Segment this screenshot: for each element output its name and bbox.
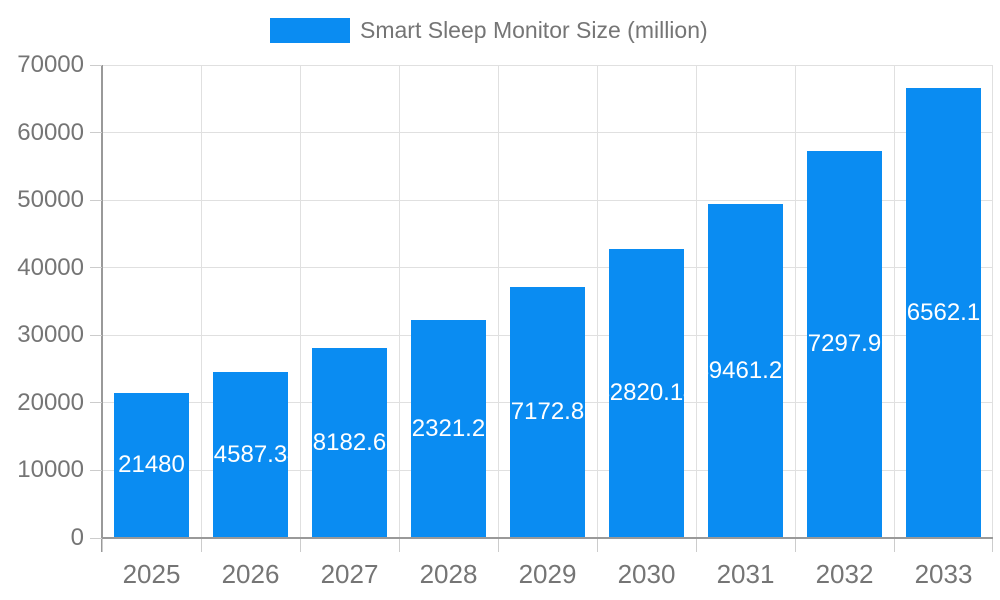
x-axis-tick-label: 2030 <box>617 559 676 589</box>
y-axis-tick <box>90 267 102 269</box>
x-axis-tick-label: 2033 <box>914 559 973 589</box>
bar-2033[interactable]: 66562.13 <box>906 88 981 538</box>
gridline-horizontal <box>102 132 993 134</box>
x-axis-tick <box>498 539 499 552</box>
x-axis-tick <box>399 539 400 552</box>
y-axis-tick-label: 10000 <box>17 456 84 484</box>
gridline-vertical <box>696 65 697 538</box>
y-axis-tick <box>90 402 102 404</box>
gridline-vertical <box>894 65 895 538</box>
bar-2032[interactable]: 57297.97 <box>807 150 882 538</box>
y-axis-tick-label: 70000 <box>17 51 84 78</box>
bar-2031[interactable]: 49461.27 <box>708 203 783 538</box>
gridline-vertical <box>201 65 202 538</box>
bar-value-label: 21480 <box>118 451 185 479</box>
y-axis-tick <box>90 537 102 539</box>
x-axis-line <box>102 537 993 539</box>
bar-2027[interactable]: 28182.69 <box>312 347 387 538</box>
gridline-vertical <box>399 65 400 538</box>
legend[interactable]: Smart Sleep Monitor Size (million) <box>270 17 708 43</box>
x-axis-tick <box>102 539 103 552</box>
bar-2028[interactable]: 32321.25 <box>411 319 486 538</box>
bar-value-label: 49461.27 <box>708 356 783 384</box>
bar-2029[interactable]: 37172.86 <box>510 286 585 538</box>
plot-area: 21480 24587.34 28182.69 32321.25 37172.86 428… <box>102 64 993 539</box>
bar-value-label: 66562.13 <box>906 299 981 327</box>
bar-value-label: 32321.25 <box>411 414 486 442</box>
y-axis-tick-label: 40000 <box>17 253 84 281</box>
gridline-vertical <box>795 65 796 538</box>
bar-2025[interactable]: 21480 <box>114 392 189 538</box>
x-axis-tick-label: 2032 <box>815 559 874 589</box>
y-axis-tick <box>90 132 102 134</box>
y-axis-tick <box>90 64 102 66</box>
gridline-horizontal <box>102 267 993 269</box>
gridline-vertical <box>498 65 499 538</box>
bar-value-label: 28182.69 <box>312 428 387 456</box>
y-axis-tick <box>90 334 102 336</box>
y-axis-tick <box>90 469 102 471</box>
bar-value-label: 42820.14 <box>609 379 684 407</box>
legend-label: Smart Sleep Monitor Size (million) <box>360 16 708 43</box>
x-axis-tick <box>894 539 895 552</box>
x-axis-tick-label: 2025 <box>122 559 181 589</box>
x-axis-tick <box>201 539 202 552</box>
x-axis-tick <box>597 539 598 552</box>
y-axis-line <box>101 65 103 552</box>
bar-2026[interactable]: 24587.34 <box>213 371 288 538</box>
gridline-horizontal <box>102 64 993 66</box>
gridline-vertical <box>300 65 301 538</box>
legend-swatch-icon <box>270 17 350 43</box>
gridline-horizontal <box>102 199 993 201</box>
bar-value-label: 57297.97 <box>807 330 882 358</box>
x-axis-tick-label: 2029 <box>518 559 577 589</box>
y-axis-tick-label: 30000 <box>17 321 84 349</box>
x-axis-tick-label: 2031 <box>716 559 775 589</box>
y-axis-tick-label: 20000 <box>17 388 84 416</box>
x-axis-tick-label: 2027 <box>320 559 379 589</box>
gridline-vertical <box>597 65 598 538</box>
bar-value-label: 24587.34 <box>213 440 288 468</box>
x-axis-tick <box>795 539 796 552</box>
x-axis-tick <box>696 539 697 552</box>
x-axis-tick <box>300 539 301 552</box>
y-axis-tick-label: 60000 <box>17 118 84 146</box>
y-axis-tick <box>90 199 102 201</box>
x-axis-tick-label: 2026 <box>221 559 280 589</box>
x-axis-tick-label: 2028 <box>419 559 478 589</box>
bar-value-label: 37172.86 <box>510 398 585 426</box>
y-axis-tick-label: 50000 <box>17 186 84 214</box>
x-axis-tick <box>992 539 993 552</box>
bar-2030[interactable]: 42820.14 <box>609 248 684 538</box>
y-axis-tick-label: 0 <box>70 524 84 551</box>
gridline-vertical <box>992 65 993 538</box>
